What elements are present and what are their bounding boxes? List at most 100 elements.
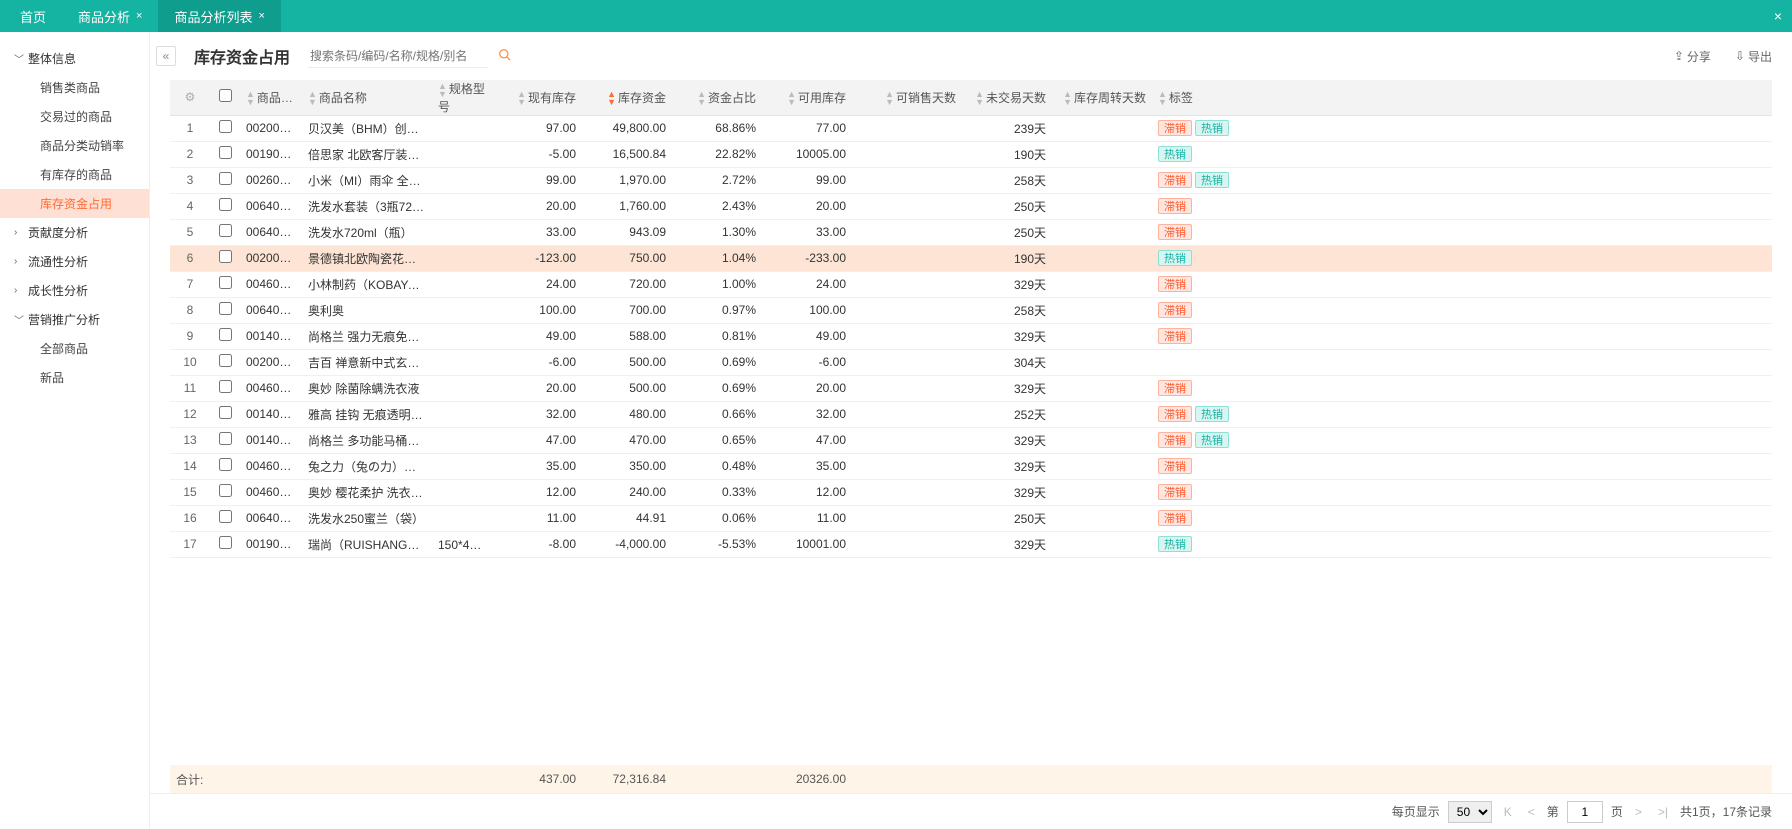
totals-avail: 20326.00 — [762, 772, 852, 786]
totals-bar: 合计: 437.00 72,316.84 20326.00 — [170, 765, 1772, 793]
row-checkbox[interactable] — [219, 328, 232, 341]
col-header-fund[interactable]: ▲▼库存资金 — [582, 80, 672, 115]
tag-badge: 滞销 — [1158, 172, 1192, 188]
select-all-checkbox[interactable] — [219, 89, 232, 102]
table-row[interactable]: 4006400…洗发水套装（3瓶720ml+1）20.001,760.002.4… — [170, 193, 1772, 219]
col-header-tag[interactable]: ▲▼标签 — [1152, 80, 1772, 115]
col-header-code[interactable]: ▲▼商品… — [240, 80, 302, 115]
tab-2[interactable]: 商品分析列表× — [158, 0, 280, 32]
sidebar-item-0-2[interactable]: 商品分类动销率 — [0, 131, 149, 160]
table-row[interactable]: 16006400…洗发水250蜜兰（袋）11.0044.910.06%11.00… — [170, 505, 1772, 531]
gear-icon[interactable]: ⚙ — [185, 90, 196, 104]
top-tabs-bar: 首页商品分析×商品分析列表× × — [0, 0, 1792, 32]
sort-icon[interactable]: ▲▼ — [246, 90, 255, 106]
table-row[interactable]: 15004600…奥妙 樱花柔护 洗衣凝珠 1012.00240.000.33%… — [170, 479, 1772, 505]
sidebar-item-0-3[interactable]: 有库存的商品 — [0, 160, 149, 189]
col-header-spec[interactable]: ▲▼规格型号 — [432, 80, 492, 115]
tag-badge: 滞销 — [1158, 432, 1192, 448]
row-checkbox[interactable] — [219, 120, 232, 133]
row-checkbox[interactable] — [219, 302, 232, 315]
tab-1[interactable]: 商品分析× — [62, 0, 158, 32]
caret-icon: ﹀ — [14, 312, 24, 327]
search-icon[interactable] — [498, 48, 512, 65]
col-header-name[interactable]: ▲▼商品名称 — [302, 80, 432, 115]
table-row[interactable]: 6002000…景德镇北欧陶瓷花瓶摆件 仿-123.00750.001.04%-… — [170, 245, 1772, 271]
table-row[interactable]: 13001400…尚格兰 多功能马桶刷套装 447.00470.000.65%4… — [170, 427, 1772, 453]
pagination-summary: 共1页，17条记录 — [1680, 803, 1772, 820]
table-row[interactable]: 14004600…兔之力（兔の力）粘毛器黏35.00350.000.48%35.… — [170, 453, 1772, 479]
collapse-sidebar-button[interactable]: « — [156, 46, 176, 66]
table-row[interactable]: 10002000…吉百 禅意新中式玄关摆件客-6.00500.000.69%-6… — [170, 349, 1772, 375]
row-checkbox[interactable] — [219, 146, 232, 159]
sort-icon[interactable]: ▲▼ — [697, 90, 706, 106]
page-input[interactable] — [1567, 801, 1603, 823]
sidebar-item-0-0[interactable]: 销售类商品 — [0, 73, 149, 102]
table-row[interactable]: 17001900…瑞尚（RUISHANG）卧室150*40厘米-8.00-4,0… — [170, 531, 1772, 557]
sort-icon[interactable]: ▲▼ — [1158, 90, 1167, 106]
tag-badge: 滞销 — [1158, 510, 1192, 526]
row-checkbox[interactable] — [219, 432, 232, 445]
row-checkbox[interactable] — [219, 224, 232, 237]
table-row[interactable]: 2001900…倍思家 北欧客厅装饰画卧室-5.0016,500.8422.82… — [170, 141, 1772, 167]
col-header-days[interactable]: ▲▼可销售天数 — [852, 80, 962, 115]
sidebar-group-1[interactable]: ›贡献度分析 — [0, 218, 149, 247]
tab-close-icon[interactable]: × — [258, 10, 264, 22]
sidebar-group-0[interactable]: ﹀整体信息 — [0, 44, 149, 73]
row-checkbox[interactable] — [219, 250, 232, 263]
table-row[interactable]: 11004600…奥妙 除菌除螨洗衣液20.00500.000.69%20.00… — [170, 375, 1772, 401]
sort-icon[interactable]: ▲▼ — [1063, 90, 1072, 106]
row-checkbox[interactable] — [219, 380, 232, 393]
sidebar-item-4-1[interactable]: 新品 — [0, 363, 149, 392]
search-input[interactable] — [308, 45, 488, 68]
sidebar-item-0-4[interactable]: 库存资金占用 — [0, 189, 149, 218]
per-page-select[interactable]: 50 — [1448, 801, 1492, 823]
tab-0[interactable]: 首页 — [4, 0, 62, 32]
row-checkbox[interactable] — [219, 406, 232, 419]
col-header-stock[interactable]: ▲▼现有库存 — [492, 80, 582, 115]
sort-icon[interactable]: ▲▼ — [308, 90, 317, 106]
col-header-turn[interactable]: ▲▼库存周转天数 — [1052, 80, 1152, 115]
table-row[interactable]: 12001400…雅高 挂钩 无痕透明粘钩 强32.00480.000.66%3… — [170, 401, 1772, 427]
tag-badge: 滞销 — [1158, 224, 1192, 240]
table-row[interactable]: 1002000…贝汉美（BHM）创意北欧97.0049,800.0068.86%… — [170, 115, 1772, 141]
sidebar-group-2[interactable]: ›流通性分析 — [0, 247, 149, 276]
next-page-button[interactable]: > — [1631, 805, 1646, 819]
table-row[interactable]: 8006400…奥利奥100.00700.000.97%100.00258天滞销 — [170, 297, 1772, 323]
row-checkbox[interactable] — [219, 354, 232, 367]
sidebar-item-4-0[interactable]: 全部商品 — [0, 334, 149, 363]
row-checkbox[interactable] — [219, 276, 232, 289]
sidebar-item-0-1[interactable]: 交易过的商品 — [0, 102, 149, 131]
sort-icon[interactable]: ▲▼ — [438, 82, 447, 98]
row-checkbox[interactable] — [219, 510, 232, 523]
sort-icon[interactable]: ▲▼ — [885, 90, 894, 106]
tabs-close-all-icon[interactable]: × — [1774, 8, 1782, 24]
tag-badge: 热销 — [1158, 250, 1192, 266]
sidebar-group-4[interactable]: ﹀营销推广分析 — [0, 305, 149, 334]
row-checkbox[interactable] — [219, 172, 232, 185]
row-checkbox[interactable] — [219, 484, 232, 497]
sort-icon[interactable]: ▲▼ — [517, 90, 526, 106]
row-checkbox[interactable] — [219, 458, 232, 471]
table-row[interactable]: 5006400…洗发水720ml（瓶）33.00943.091.30%33.00… — [170, 219, 1772, 245]
totals-fund: 72,316.84 — [582, 772, 672, 786]
prev-page-button[interactable]: < — [1524, 805, 1539, 819]
table-row[interactable]: 9001400…尚格兰 强力无痕免打孔浴室49.00588.000.81%49.… — [170, 323, 1772, 349]
sort-icon[interactable]: ▲▼ — [975, 90, 984, 106]
col-header-pct[interactable]: ▲▼资金占比 — [672, 80, 762, 115]
table-row[interactable]: 7004600…小林制药（KOBAYASHI）E24.00720.001.00%… — [170, 271, 1772, 297]
sort-icon[interactable]: ▲▼ — [607, 90, 616, 106]
share-button[interactable]: ⇪分享 — [1674, 48, 1711, 65]
sidebar-group-3[interactable]: ›成长性分析 — [0, 276, 149, 305]
tag-badge: 滞销 — [1158, 276, 1192, 292]
pagination-bar: 每页显示 50 K < 第 页 > >| 共1页，17条记录 — [150, 793, 1792, 829]
last-page-button[interactable]: >| — [1654, 805, 1672, 819]
row-checkbox[interactable] — [219, 536, 232, 549]
first-page-button[interactable]: K — [1500, 805, 1516, 819]
export-button[interactable]: ⇩导出 — [1735, 48, 1772, 65]
sort-icon[interactable]: ▲▼ — [787, 90, 796, 106]
col-header-avail[interactable]: ▲▼可用库存 — [762, 80, 852, 115]
col-header-notrade[interactable]: ▲▼未交易天数 — [962, 80, 1052, 115]
tab-close-icon[interactable]: × — [136, 10, 142, 22]
row-checkbox[interactable] — [219, 198, 232, 211]
table-row[interactable]: 3002600…小米（MI）雨伞 全自动折99.001,970.002.72%9… — [170, 167, 1772, 193]
